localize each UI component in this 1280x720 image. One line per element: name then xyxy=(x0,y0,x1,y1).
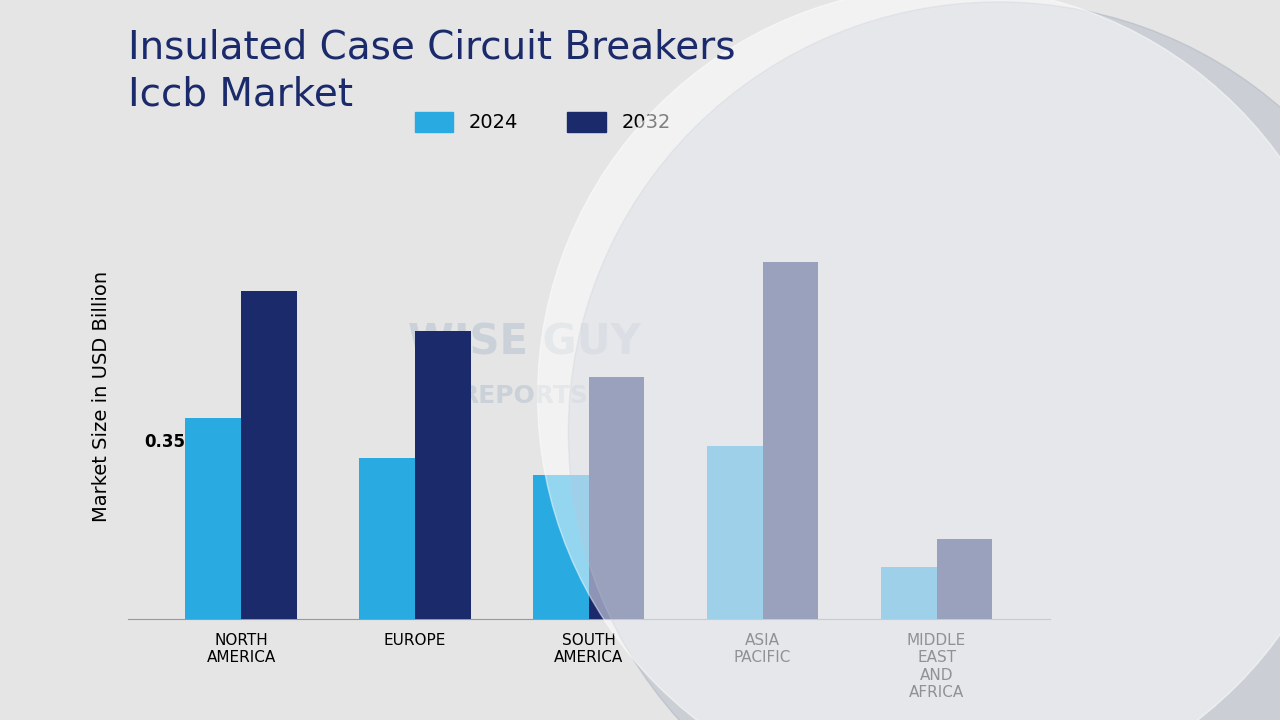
Text: 0.35: 0.35 xyxy=(145,433,186,451)
Bar xyxy=(534,475,589,619)
Bar xyxy=(937,539,992,619)
Y-axis label: Market Size in USD Billion: Market Size in USD Billion xyxy=(92,271,111,521)
Bar xyxy=(186,418,241,619)
Bar xyxy=(763,262,818,619)
Bar xyxy=(415,331,471,619)
Bar xyxy=(360,458,415,619)
Text: REPORTS: REPORTS xyxy=(460,384,589,408)
Legend: 2024, 2032: 2024, 2032 xyxy=(404,102,681,142)
Text: WISE GUY: WISE GUY xyxy=(408,321,641,364)
Bar xyxy=(589,377,644,619)
Bar xyxy=(241,291,297,619)
Bar xyxy=(707,446,763,619)
Text: Insulated Case Circuit Breakers
Iccb Market: Insulated Case Circuit Breakers Iccb Mar… xyxy=(128,29,736,114)
Bar xyxy=(881,567,937,619)
